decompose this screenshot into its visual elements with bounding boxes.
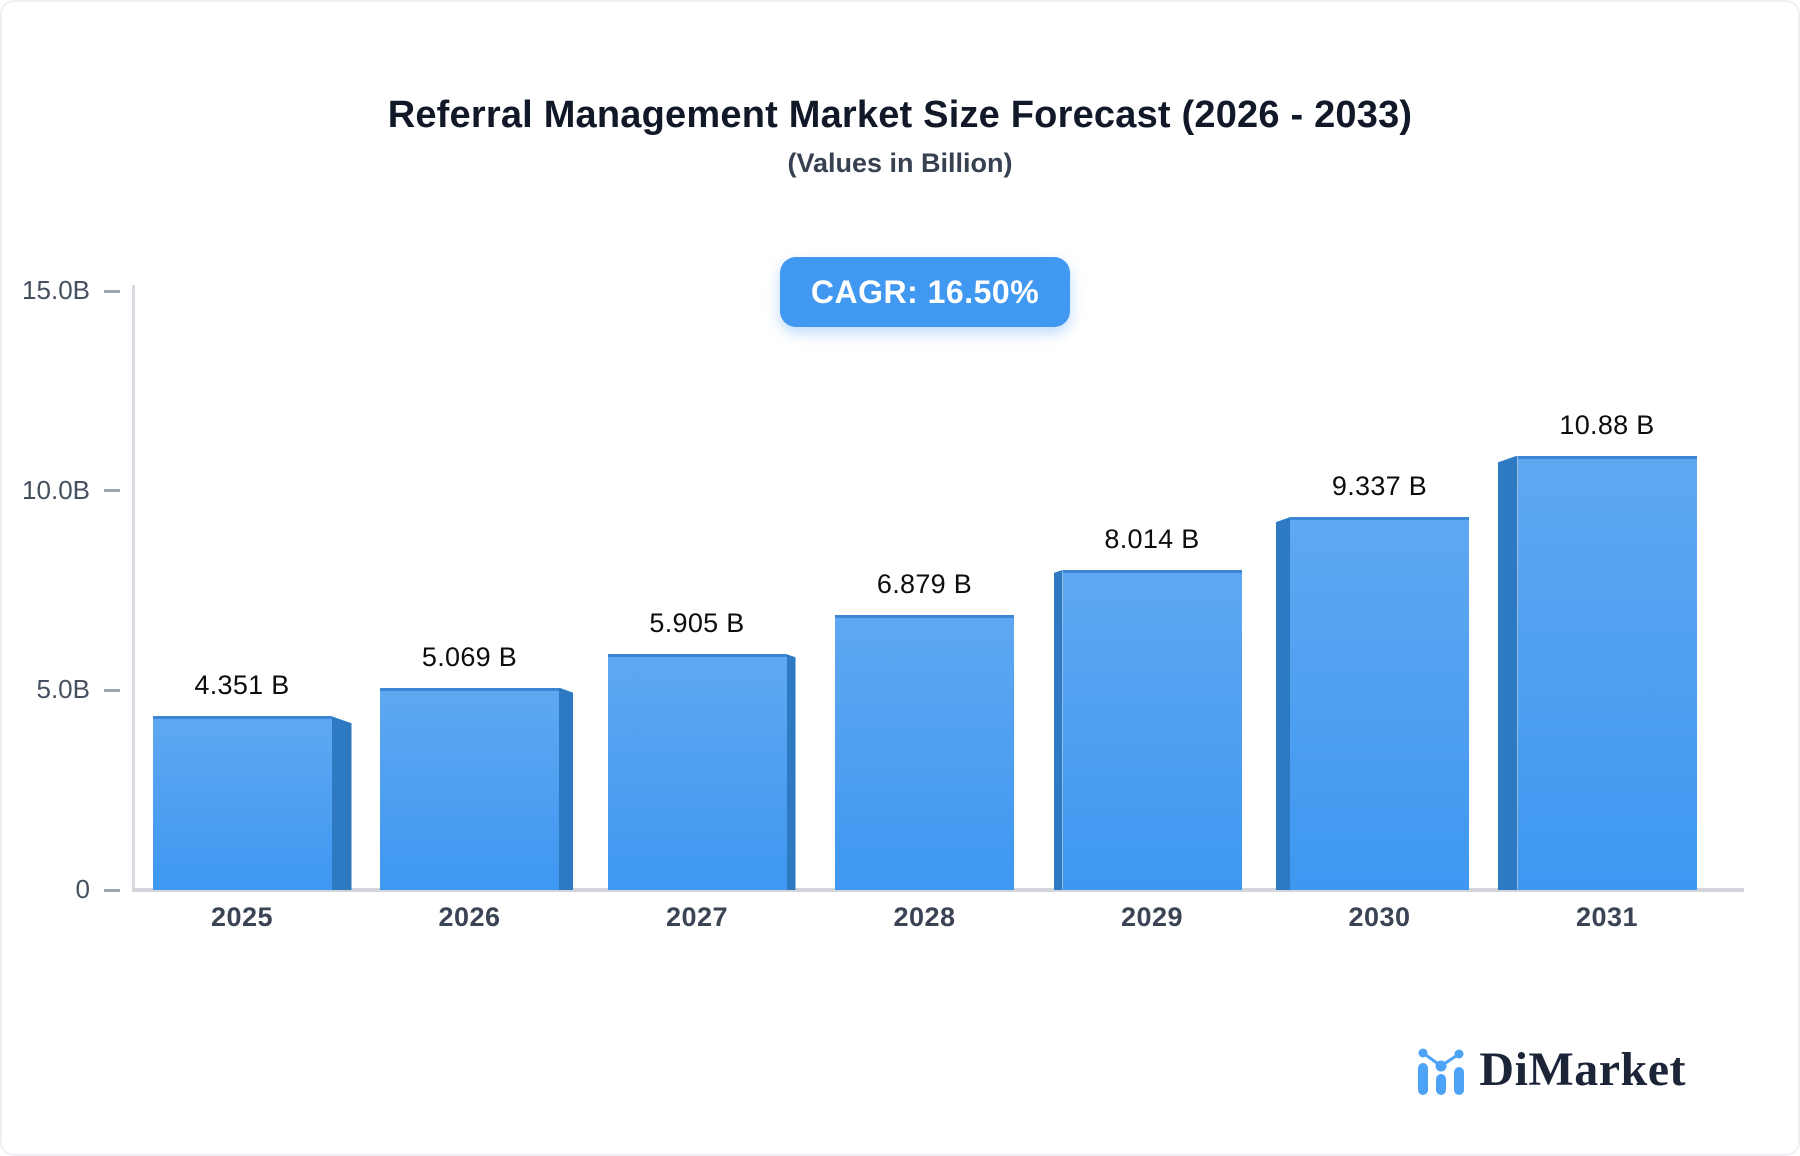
cagr-badge: CAGR: 16.50% [780,257,1070,327]
bar-value-label: 5.069 B [421,641,518,672]
y-axis-tick [104,888,120,892]
bar-value-label: 8.014 B [1104,523,1200,554]
x-axis-label: 2025 [210,902,274,932]
x-axis-label: 2030 [1348,902,1411,932]
bar [1290,517,1469,890]
bar-value-label: 6.879 B [876,569,973,600]
x-axis-label: 2029 [1120,902,1184,932]
bar-chart-icon [1418,1048,1465,1095]
y-axis-line [132,285,135,888]
x-axis-label: 2027 [665,902,729,932]
bar-3d-side [331,716,352,890]
y-axis-tick [104,688,120,692]
bar [152,716,332,890]
bar-3d-side [1276,517,1290,890]
bar [1517,455,1697,890]
chart-title: Referral Management Market Size Forecast… [387,94,1413,136]
y-axis-tick [104,489,120,493]
bar-3d-side [786,654,796,890]
bar [607,654,787,890]
bar [380,687,559,890]
y-axis-label: 0 [75,874,90,904]
bar-3d-side [559,687,573,890]
brand-logo-text: DiMarket [1479,1042,1686,1096]
bar-3d-side [1053,569,1063,890]
x-axis-label: 2028 [893,902,956,932]
bar [835,615,1014,890]
y-axis-tick [104,289,120,293]
x-axis-label: 2031 [1575,902,1639,932]
y-axis-label: 10.0B [22,474,90,505]
chart-subtitle: (Values in Billion) [787,148,1013,178]
bar [1062,569,1242,890]
bar-value-label: 4.351 B [194,670,290,701]
bar-value-label: 10.88 B [1559,409,1655,440]
x-axis-line [132,888,1744,892]
bar-value-label: 5.905 B [649,608,745,639]
y-axis-label: 15.0B [22,275,90,305]
bar-3d-side [1497,455,1518,890]
bar-value-label: 9.337 B [1331,471,1428,502]
y-axis-label: 5.0B [36,674,91,705]
cagr-badge-label: CAGR: 16.50% [810,273,1040,310]
x-axis-label: 2026 [438,902,501,932]
brand-logo: DiMarket [1417,1038,1686,1100]
